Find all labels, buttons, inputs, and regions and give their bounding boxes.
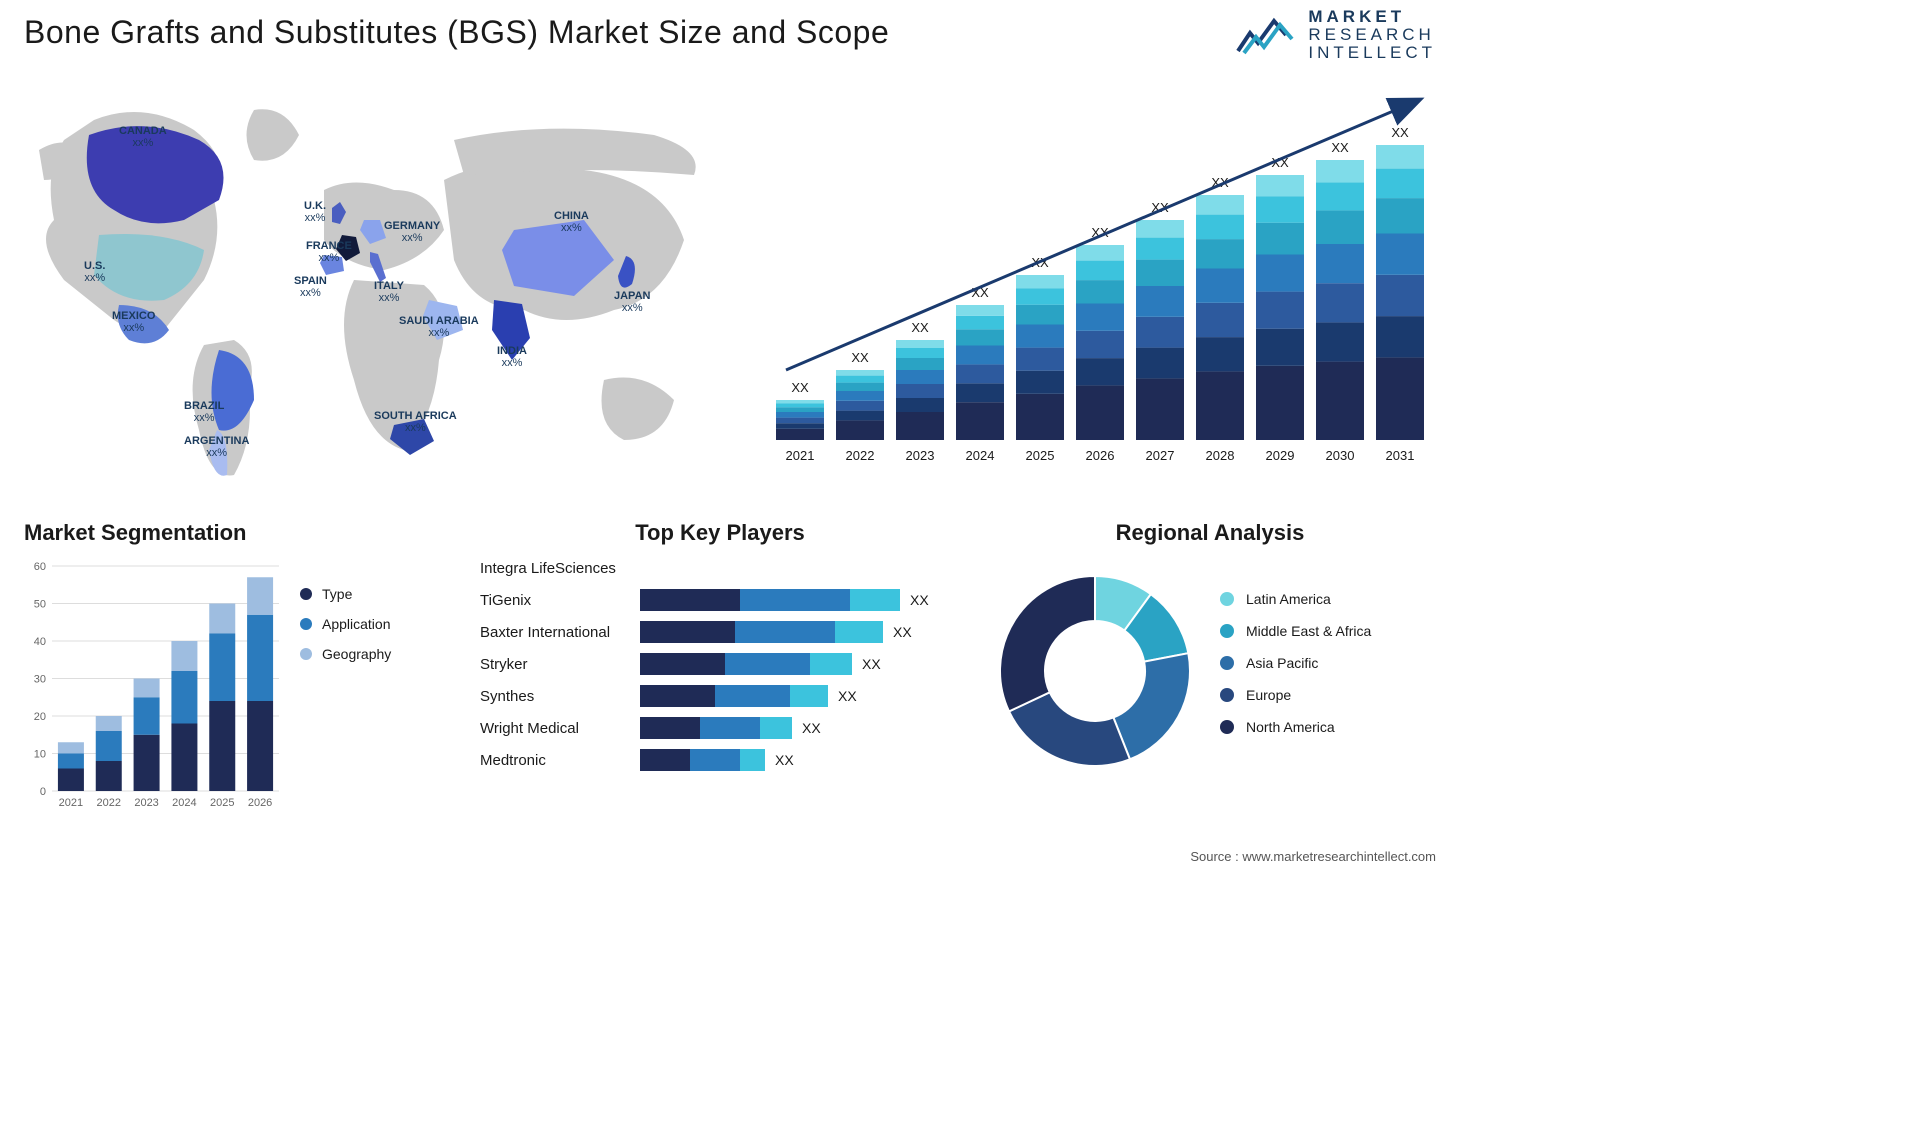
player-value: XX — [802, 720, 821, 736]
page-title: Bone Grafts and Substitutes (BGS) Market… — [24, 14, 889, 51]
player-bar — [640, 653, 852, 675]
legend-item: Application — [300, 616, 391, 632]
legend-item: Geography — [300, 646, 391, 662]
map-label: INDIAxx% — [497, 345, 527, 369]
svg-text:60: 60 — [34, 561, 46, 573]
player-name: Stryker — [480, 656, 640, 673]
map-label: JAPANxx% — [614, 290, 650, 314]
svg-text:40: 40 — [34, 636, 46, 648]
player-value: XX — [862, 656, 881, 672]
players-title: Top Key Players — [480, 520, 960, 546]
segmentation-title: Market Segmentation — [24, 520, 464, 546]
svg-text:2021: 2021 — [786, 448, 815, 463]
svg-text:10: 10 — [34, 749, 46, 761]
svg-text:2026: 2026 — [1086, 448, 1115, 463]
player-name: Medtronic — [480, 752, 640, 769]
map-label: U.K.xx% — [304, 200, 326, 224]
segmentation-legend: Type Application Geography — [300, 556, 391, 816]
svg-text:2025: 2025 — [1026, 448, 1055, 463]
svg-text:2026: 2026 — [248, 797, 272, 809]
player-row: Medtronic XX — [480, 748, 960, 772]
map-label: SAUDI ARABIAxx% — [399, 315, 479, 339]
svg-text:XX: XX — [791, 380, 809, 395]
legend-item: Europe — [1220, 687, 1371, 703]
svg-text:2028: 2028 — [1206, 448, 1235, 463]
map-label: FRANCExx% — [306, 240, 352, 264]
svg-text:XX: XX — [911, 320, 929, 335]
player-value: XX — [775, 752, 794, 768]
legend-item: Latin America — [1220, 591, 1371, 607]
logo-text-1: MARKET — [1308, 8, 1436, 26]
player-row: Stryker XX — [480, 652, 960, 676]
svg-text:2024: 2024 — [172, 797, 196, 809]
map-label: ARGENTINAxx% — [184, 435, 249, 459]
map-label: U.S.xx% — [84, 260, 105, 284]
svg-text:2029: 2029 — [1266, 448, 1295, 463]
map-label: SOUTH AFRICAxx% — [374, 410, 457, 434]
logo-text-2: RESEARCH — [1308, 26, 1436, 44]
segmentation-section: Market Segmentation 0 10 20 30 40 50 60 2021 202… — [24, 520, 464, 816]
player-bar — [640, 749, 765, 771]
svg-text:20: 20 — [34, 711, 46, 723]
regional-section: Regional Analysis Latin America Middle Ea… — [980, 520, 1440, 786]
map-label: ITALYxx% — [374, 280, 404, 304]
map-label: CANADAxx% — [119, 125, 167, 149]
svg-text:XX: XX — [1391, 125, 1409, 140]
svg-text:XX: XX — [851, 350, 869, 365]
players-section: Top Key Players Integra LifeSciences TiGe… — [480, 520, 960, 780]
player-bar — [640, 589, 900, 611]
logo-text-3: INTELLECT — [1308, 44, 1436, 62]
player-bar — [640, 717, 792, 739]
svg-text:2031: 2031 — [1386, 448, 1415, 463]
player-row: Synthes XX — [480, 684, 960, 708]
player-value: XX — [893, 624, 912, 640]
legend-item: Middle East & Africa — [1220, 623, 1371, 639]
world-map: CANADAxx% U.S.xx% MEXICOxx% BRAZILxx% ARGENT… — [24, 80, 724, 490]
player-row: Integra LifeSciences — [480, 556, 960, 580]
regional-legend: Latin America Middle East & Africa Asia Pa… — [1220, 591, 1371, 751]
players-list: Integra LifeSciencesTiGenixXXBaxter Inte… — [480, 556, 960, 772]
svg-text:30: 30 — [34, 674, 46, 686]
market-size-chart: XX2021XX2022XX2023XX2024XX2025XX2026XX20… — [756, 90, 1436, 480]
map-label: SPAINxx% — [294, 275, 327, 299]
source-attribution: Source : www.marketresearchintellect.com — [1190, 849, 1436, 864]
segmentation-chart: 0 10 20 30 40 50 60 2021 2022 2023 2024 2025 2026 — [24, 556, 284, 816]
logo-mark-icon — [1236, 13, 1296, 57]
regional-donut — [980, 556, 1210, 786]
map-label: MEXICOxx% — [112, 310, 155, 334]
legend-item: Asia Pacific — [1220, 655, 1371, 671]
player-name: Integra LifeSciences — [480, 560, 640, 577]
map-label: CHINAxx% — [554, 210, 589, 234]
svg-text:50: 50 — [34, 599, 46, 611]
map-label: BRAZILxx% — [184, 400, 224, 424]
player-name: TiGenix — [480, 592, 640, 609]
svg-text:2025: 2025 — [210, 797, 234, 809]
svg-text:2023: 2023 — [906, 448, 935, 463]
svg-text:2022: 2022 — [97, 797, 121, 809]
map-label: GERMANYxx% — [384, 220, 440, 244]
svg-text:2027: 2027 — [1146, 448, 1175, 463]
player-row: Wright Medical XX — [480, 716, 960, 740]
svg-text:2030: 2030 — [1326, 448, 1355, 463]
svg-text:2024: 2024 — [966, 448, 995, 463]
player-name: Baxter International — [480, 624, 640, 641]
player-bar — [640, 621, 883, 643]
svg-text:XX: XX — [1331, 140, 1349, 155]
regional-title: Regional Analysis — [980, 520, 1440, 546]
player-name: Wright Medical — [480, 720, 640, 737]
legend-item: North America — [1220, 719, 1371, 735]
legend-item: Type — [300, 586, 391, 602]
player-name: Synthes — [480, 688, 640, 705]
svg-text:2022: 2022 — [846, 448, 875, 463]
svg-text:2021: 2021 — [59, 797, 83, 809]
brand-logo: MARKET RESEARCH INTELLECT — [1236, 8, 1436, 62]
svg-text:0: 0 — [40, 786, 46, 798]
player-value: XX — [910, 592, 929, 608]
svg-text:2023: 2023 — [134, 797, 158, 809]
player-value: XX — [838, 688, 857, 704]
player-row: TiGenix XX — [480, 588, 960, 612]
player-row: Baxter International XX — [480, 620, 960, 644]
player-bar — [640, 685, 828, 707]
